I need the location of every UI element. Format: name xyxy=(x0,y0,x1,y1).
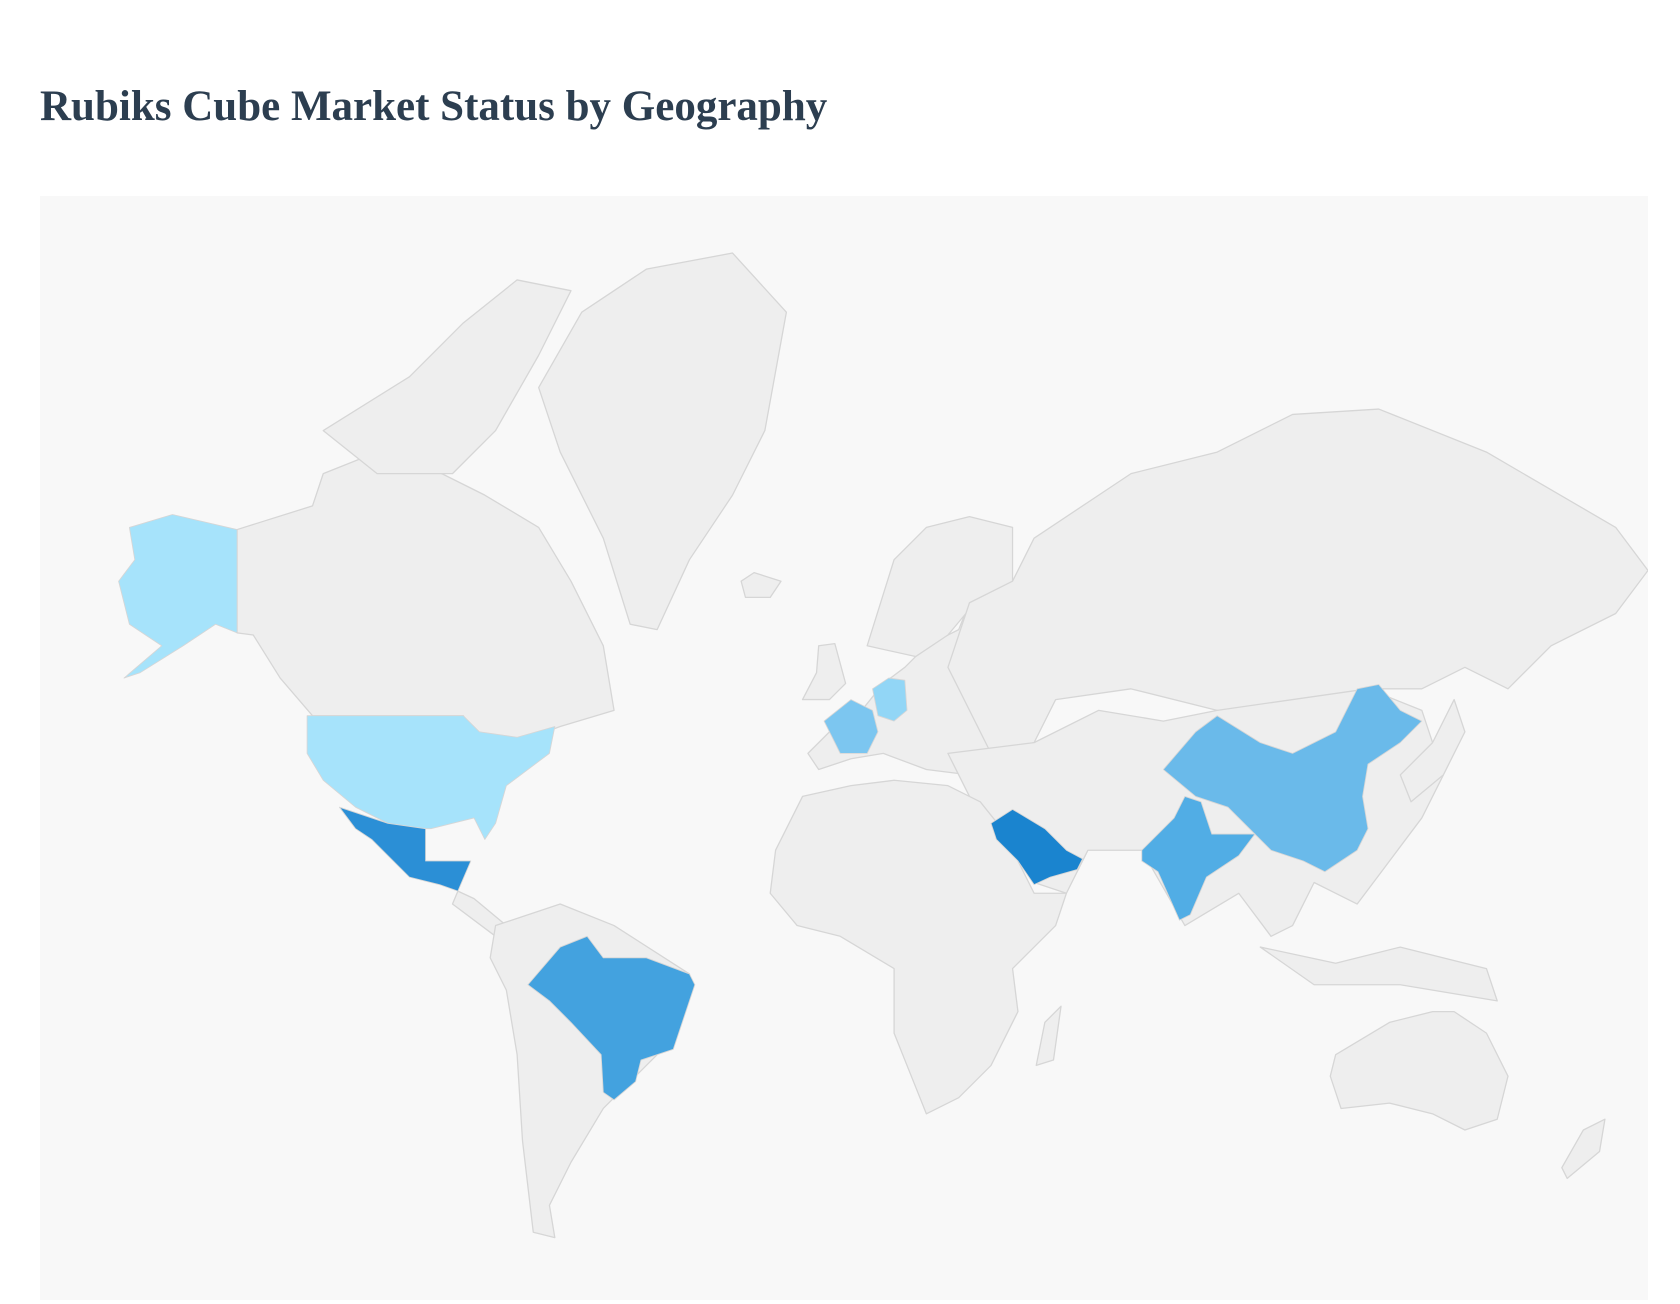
land-australia xyxy=(1329,1010,1509,1131)
world-map[interactable] xyxy=(40,196,1648,1300)
land-madagascar xyxy=(1035,1005,1062,1067)
land-canada xyxy=(236,451,615,744)
base-land xyxy=(236,252,1648,1239)
land-new-zealand xyxy=(1561,1118,1606,1180)
land-arctic-islands xyxy=(322,279,572,475)
land-scandinavia xyxy=(866,516,1014,658)
country-india[interactable] xyxy=(1141,795,1256,921)
land-se-asia-islands xyxy=(1259,946,1498,1002)
country-mexico[interactable] xyxy=(338,806,472,892)
country-united-states[interactable] xyxy=(306,715,556,840)
land-africa xyxy=(769,779,1068,1115)
country-germany[interactable] xyxy=(872,677,908,722)
land-greenland xyxy=(538,252,788,631)
land-uk xyxy=(801,642,847,701)
highlighted-countries[interactable] xyxy=(118,514,1423,1101)
country-france[interactable] xyxy=(823,699,879,754)
country-saudi-arabia[interactable] xyxy=(990,808,1083,886)
country-united-states[interactable] xyxy=(118,514,238,679)
chart-title: Rubiks Cube Market Status by Geography xyxy=(40,83,828,130)
country-china[interactable] xyxy=(1162,684,1423,873)
land-japan xyxy=(1399,698,1466,803)
country-brazil[interactable] xyxy=(527,935,696,1101)
land-russia xyxy=(947,408,1648,755)
land-iceland xyxy=(740,571,782,599)
